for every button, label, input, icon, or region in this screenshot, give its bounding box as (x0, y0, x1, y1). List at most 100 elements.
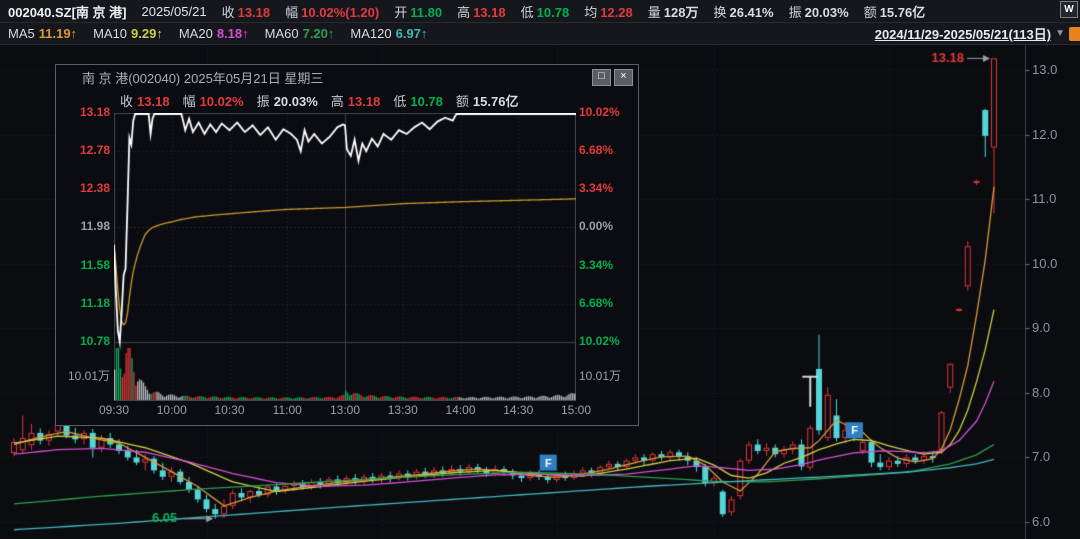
quote-field-value: 13.18 (237, 4, 271, 20)
intraday-stat-label: 收 (120, 94, 134, 109)
quote-field-label: 开 (394, 4, 408, 20)
volume-axis-label-right: 10.01万 (579, 369, 622, 383)
intraday-stat-value: 10.02% (199, 94, 244, 109)
price-tick-label: 10.0 (1032, 255, 1058, 271)
ma-item: MA120 6.97↑ (350, 26, 427, 41)
time-tick-label: 13:00 (329, 403, 361, 417)
quote-field-value: 26.41% (729, 4, 774, 20)
ma-label: MA5 (8, 26, 35, 41)
ma-item: MA60 7.20↑ (265, 26, 335, 41)
ma-label: MA120 (350, 26, 392, 41)
intraday-price-tick: 11.98 (80, 219, 110, 234)
quote-field: 收 13.18 (222, 2, 271, 21)
intraday-price-tick: 12.78 (79, 143, 110, 158)
price-tick-label: 11.0 (1032, 191, 1057, 207)
close-button[interactable]: × (614, 68, 633, 86)
popup-title: 南 京 港(002040) 2025年05月21日 星期三 (82, 70, 324, 86)
time-tick-label: 14:00 (445, 403, 476, 417)
maximize-button[interactable]: □ (592, 68, 611, 86)
ma-value: 9.29↑ (131, 26, 163, 41)
quote-field-label: 换 (713, 4, 727, 20)
quote-field-value: 10.02%(1.20) (301, 4, 380, 20)
quote-fields: 收 13.18 幅 10.02%(1.20) 开 11.80 高 13.18 低 10.78 均 12… (222, 2, 926, 21)
quote-field-label: 均 (584, 4, 598, 20)
ma-label: MA20 (178, 26, 213, 41)
ma-item: MA20 8.18↑ (179, 26, 249, 41)
time-tick-label: 10:00 (156, 403, 187, 417)
quote-field: 开 11.80 (394, 2, 442, 21)
price-tick-label: 6.0 (1032, 513, 1051, 529)
stock-symbol: 002040.SZ[南 京 港] (8, 4, 127, 20)
intraday-stat-label: 额 (455, 94, 469, 109)
quote-field-label: 高 (457, 4, 471, 20)
ma-value: 7.20↑ (302, 26, 335, 41)
trade-date: 2025/05/21 (141, 3, 207, 19)
time-tick-label: 11:00 (272, 403, 302, 417)
quote-field-value: 12.28 (600, 4, 633, 20)
intraday-percent-tick: 0.00% (579, 219, 614, 234)
intraday-price-tick: 13.18 (79, 105, 110, 119)
price-tick-label: 7.0 (1032, 449, 1051, 465)
intraday-stat-value: 10.78 (410, 94, 443, 109)
time-tick-label: 13:30 (387, 403, 418, 417)
intraday-stat-label: 幅 (182, 94, 196, 109)
time-tick-label: 14:30 (503, 403, 534, 417)
intraday-stat: 低 10.78 (393, 91, 443, 111)
quote-field-label: 幅 (285, 4, 299, 20)
date-range-selector[interactable]: 2024/11/29-2025/05/21(113日) (874, 27, 1052, 42)
window-badge-icon[interactable]: W (1060, 1, 1078, 18)
intraday-price-tick: 12.38 (79, 181, 110, 196)
intraday-stats-row: 收 13.18 幅 10.02% 振 20.03% 高 13.18 低 10.78 额 15.76亿 (120, 91, 518, 111)
quote-field: 额 15.76亿 (864, 2, 926, 21)
intraday-price-tick: 11.58 (80, 257, 110, 272)
ma-item: MA10 9.29↑ (93, 26, 163, 41)
quote-field-label: 振 (788, 4, 802, 20)
intraday-stat: 振 20.03% (257, 91, 318, 111)
ma-item: MA5 11.19↑ (8, 26, 77, 41)
quote-field-value: 10.78 (536, 4, 570, 20)
intraday-stat-value: 15.76亿 (472, 94, 519, 109)
intraday-price-tick: 11.18 (80, 295, 110, 310)
intraday-percent-tick: 10.02% (579, 105, 620, 119)
intraday-popup-window[interactable]: 南 京 港(002040) 2025年05月21日 星期三 □ × 收 13.18… (55, 64, 639, 426)
intraday-stat: 高 13.18 (331, 91, 381, 111)
quote-field-label: 低 (520, 4, 534, 20)
time-tick-label: 15:00 (560, 403, 592, 417)
intraday-stat-label: 高 (330, 94, 344, 109)
top-info-bar: 002040.SZ[南 京 港] 2025/05/21 收 13.18 幅 10.02… (0, 0, 1080, 23)
intraday-stat-value: 13.18 (137, 94, 170, 109)
quote-field: 换 26.41% (713, 2, 773, 21)
time-tick-label: 09:30 (98, 403, 130, 417)
quote-field-value: 13.18 (473, 4, 506, 20)
intraday-stat-value: 20.03% (273, 94, 318, 109)
intraday-chart[interactable] (114, 113, 576, 401)
quote-field: 低 10.78 (521, 2, 570, 21)
quote-field-value: 11.80 (410, 4, 443, 20)
intraday-stat-label: 低 (393, 94, 407, 109)
intraday-stat: 幅 10.02% (183, 91, 244, 111)
price-tick-label: 8.0 (1032, 384, 1051, 400)
quote-field: 振 20.03% (789, 2, 849, 21)
ma-value: 8.18↑ (216, 26, 249, 41)
quote-field-value: 128万 (663, 4, 699, 20)
quote-field-label: 额 (863, 4, 877, 20)
quote-field: 高 13.18 (457, 2, 506, 21)
quote-field-value: 20.03% (804, 4, 849, 20)
time-tick-label: 10:30 (214, 403, 245, 417)
quote-field-label: 收 (221, 4, 235, 20)
intraday-stat-label: 振 (256, 94, 270, 109)
quote-field: 均 12.28 (584, 2, 633, 21)
intraday-stat: 额 15.76亿 (456, 91, 519, 111)
chevron-down-icon[interactable]: ▼ (1055, 28, 1065, 39)
popup-title-bar[interactable]: 南 京 港(002040) 2025年05月21日 星期三 □ × (56, 65, 638, 89)
ma-value: 11.19↑ (38, 26, 78, 41)
intraday-price-tick: 10.78 (79, 333, 110, 348)
ma-values: MA5 11.19↑ MA10 9.29↑ MA20 8.18↑ MA60 7.20↑ MA12… (8, 26, 427, 41)
quote-field: 幅 10.02%(1.20) (285, 2, 379, 21)
intraday-percent-tick: 6.68% (579, 143, 614, 158)
intraday-percent-tick: 10.02% (579, 333, 620, 348)
window-buttons: □ × (589, 68, 633, 86)
intraday-percent-tick: 6.68% (579, 295, 614, 310)
tool-icon-orange[interactable] (1069, 26, 1080, 41)
intraday-stat: 收 13.18 (120, 91, 170, 111)
